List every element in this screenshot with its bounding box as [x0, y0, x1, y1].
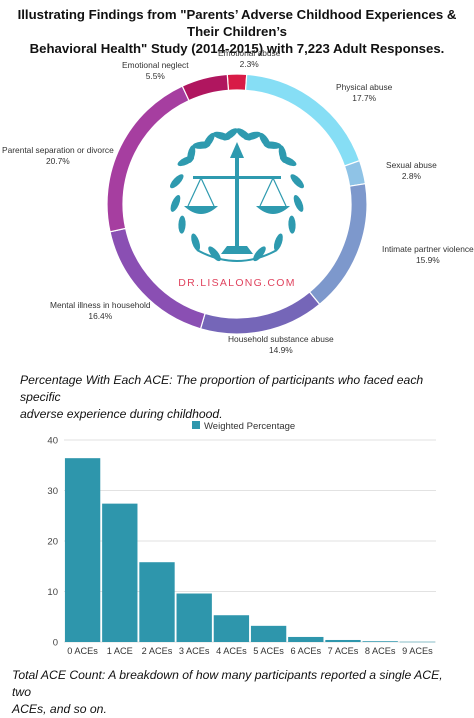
- donut-slice-emotional-abuse: [226, 73, 248, 91]
- donut-slice-household-substance-abuse: [199, 291, 321, 335]
- x-tick-label: 5 ACEs: [253, 646, 284, 656]
- slice-label-intimate-partner-violence: Intimate partner violence 15.9%: [382, 244, 474, 265]
- caption-percentage: Percentage With Each ACE: The proportion…: [20, 372, 460, 423]
- donut-slice-sexual-abuse: [343, 159, 367, 187]
- bar-3-aces: [176, 593, 212, 642]
- slice-label-household-substance-abuse: Household substance abuse 14.9%: [228, 334, 334, 355]
- scales-logo-icon: [170, 128, 304, 262]
- caption-ace-count: Total ACE Count: A breakdown of how many…: [12, 667, 462, 718]
- donut-chart: DR.LISALONG.COM: [106, 73, 368, 335]
- slice-label-parental-separation: Parental separation or divorce 20.7%: [2, 145, 114, 166]
- y-tick-label: 30: [47, 486, 58, 497]
- donut-slice-emotional-neglect: [181, 73, 230, 102]
- caption-ace-count-line-2: ACEs, and so on.: [12, 702, 107, 716]
- x-tick-label: 8 ACEs: [365, 646, 396, 656]
- slice-label-mental-illness: Mental illness in household 16.4%: [50, 300, 151, 321]
- slice-label-physical-abuse: Physical abuse 17.7%: [336, 82, 393, 103]
- bar-4-aces: [213, 615, 250, 642]
- bar-2-aces: [139, 562, 175, 642]
- bar-7-aces: [325, 639, 361, 642]
- slice-label-emotional-neglect: Emotional neglect 5.5%: [122, 60, 189, 81]
- x-tick-label: 7 ACEs: [328, 646, 359, 656]
- legend-label: Weighted Percentage: [204, 421, 295, 432]
- title-line-1: Illustrating Findings from "Parents’ Adv…: [17, 7, 457, 39]
- x-tick-label: 2 ACEs: [142, 646, 173, 656]
- title-line-2: Behavioral Health" Study (2014-2015) wit…: [29, 41, 445, 56]
- logo-text: DR.LISALONG.COM: [178, 277, 296, 289]
- x-tick-label: 0 ACEs: [67, 646, 98, 656]
- caption-percentage-line-2: adverse experience during childhood.: [20, 407, 223, 421]
- bar-1-ace: [102, 503, 138, 642]
- bar-5-aces: [250, 625, 287, 642]
- bar-chart: Weighted Percentage 0 10 20 30 40 0 ACEs 1 ACE 2…: [47, 421, 436, 656]
- slice-label-sexual-abuse: Sexual abuse 2.8%: [386, 160, 437, 181]
- x-tick-label: 4 ACEs: [216, 646, 247, 656]
- page-title: Illustrating Findings from "Parents’ Adv…: [0, 6, 474, 57]
- slice-label-emotional-abuse: Emotional abuse 2.3%: [218, 48, 281, 69]
- bar-6-aces: [288, 636, 324, 642]
- caption-percentage-line-1: Percentage With Each ACE: The proportion…: [20, 373, 424, 404]
- x-tick-label: 9 ACEs: [402, 646, 433, 656]
- bar-8-aces: [362, 641, 398, 642]
- y-tick-label: 20: [47, 537, 58, 548]
- bar-0-aces: [64, 458, 101, 642]
- donut-slice-intimate-partner-violence: [308, 183, 368, 306]
- bar-9-aces: [399, 641, 436, 643]
- legend-swatch: [192, 421, 200, 429]
- x-tick-label: 1 ACE: [107, 646, 133, 656]
- caption-ace-count-line-1: Total ACE Count: A breakdown of how many…: [12, 668, 443, 699]
- y-tick-label: 40: [47, 436, 58, 447]
- donut-slice-parental-separation-or-divorce: [106, 85, 190, 233]
- y-tick-label: 0: [53, 638, 58, 649]
- x-tick-label: 3 ACEs: [179, 646, 210, 656]
- x-tick-label: 6 ACEs: [290, 646, 321, 656]
- y-tick-label: 10: [47, 587, 58, 598]
